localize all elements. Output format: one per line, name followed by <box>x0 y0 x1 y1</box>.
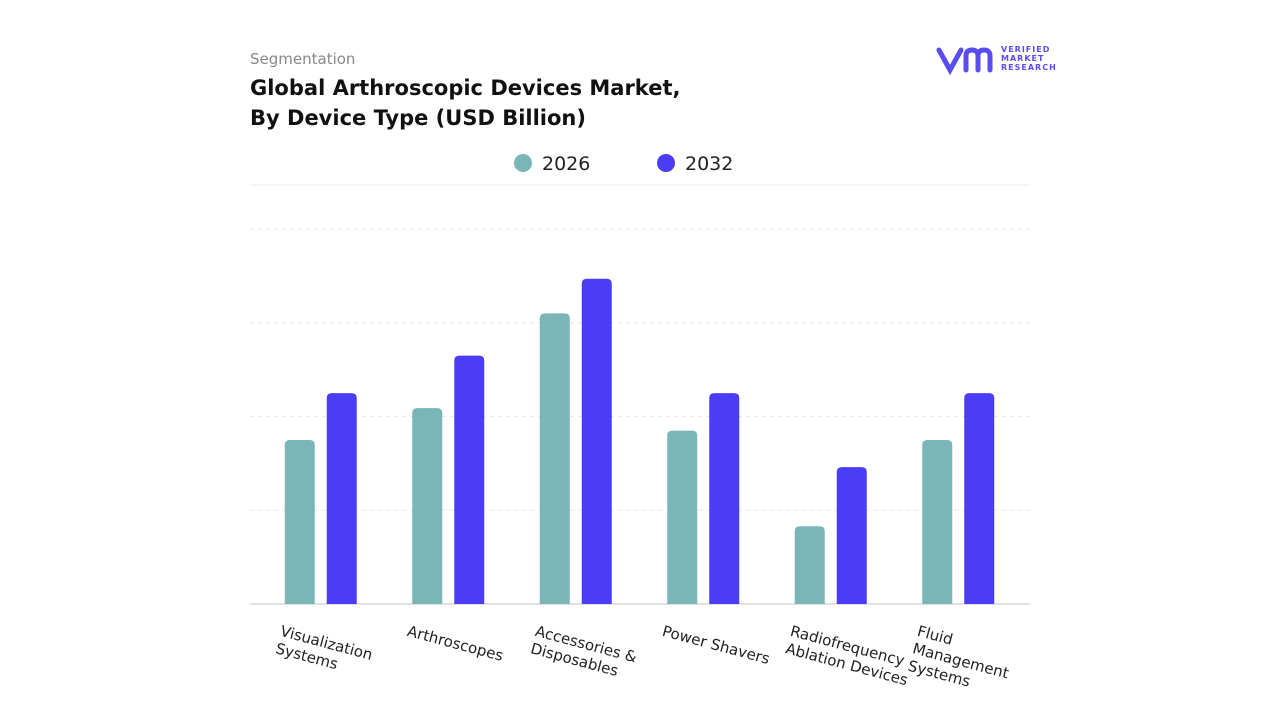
bar <box>326 393 357 604</box>
legend-swatch <box>657 154 675 172</box>
bar <box>964 393 995 604</box>
bar <box>667 430 698 604</box>
legend-label: 2032 <box>685 153 733 175</box>
logo-text: VERIFIED MARKET RESEARCH <box>1001 45 1057 72</box>
bar <box>709 393 740 604</box>
bar <box>284 439 315 604</box>
bar <box>412 408 443 604</box>
bar <box>836 467 867 604</box>
chart-title: Global Arthroscopic Devices Market, By D… <box>250 76 681 130</box>
bar <box>922 439 953 604</box>
kicker: Segmentation <box>250 50 356 68</box>
bar <box>581 278 612 604</box>
bar <box>794 526 825 604</box>
bar <box>539 313 570 604</box>
legend-label: 2026 <box>542 153 590 175</box>
bar <box>454 355 485 604</box>
legend-swatch <box>514 154 532 172</box>
logo-mark <box>936 47 993 76</box>
